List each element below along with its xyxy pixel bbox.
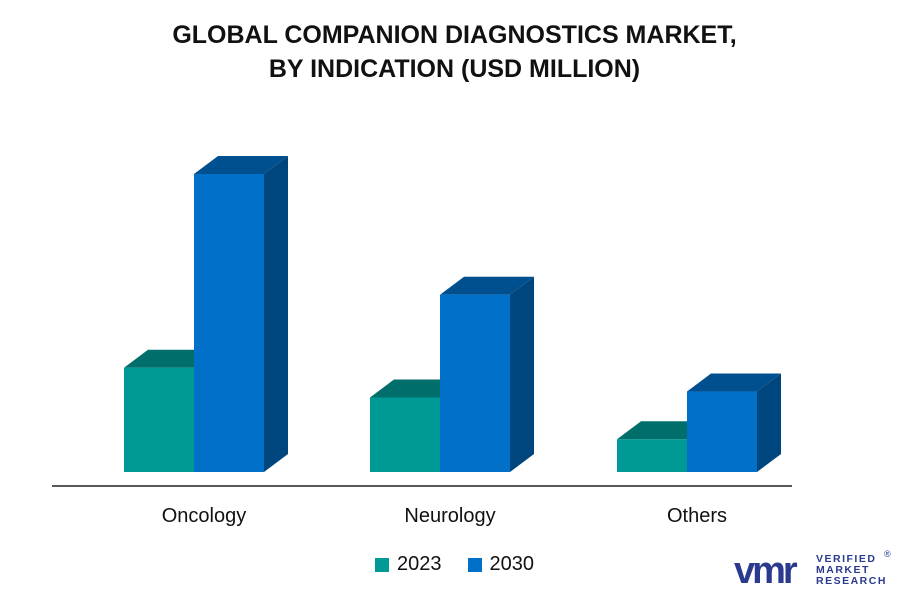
bar-oncology-2030	[194, 174, 264, 472]
bar-top-oncology-2030	[194, 156, 288, 174]
bar-top-others-2030	[687, 373, 781, 392]
bar-others-2030	[687, 391, 757, 472]
chart-title-line-2: BY INDICATION (USD MILLION)	[268, 55, 641, 83]
legend: 2023 2030	[0, 553, 909, 576]
category-label-others: Others	[667, 505, 727, 527]
legend-item-2023: 2023	[375, 553, 442, 576]
bar-side-others-2030	[757, 373, 781, 472]
legend-swatch-2030	[467, 557, 482, 572]
chart-title: GLOBAL COMPANION DIAGNOSTICS MARKET, BY …	[0, 18, 909, 86]
brand-line-2: MARKET	[816, 564, 870, 576]
category-label-neurology: Neurology	[404, 505, 495, 527]
brand-logo: vmr ® VERIFIED MARKET RESEARCH	[734, 548, 904, 593]
bar-neurology-2023	[370, 397, 440, 472]
brand-line-3: RESEARCH	[816, 575, 887, 587]
bar-side-neurology-2030	[510, 276, 534, 472]
legend-swatch-2023	[375, 557, 389, 572]
brand-line-1: VERIFIED	[816, 553, 877, 565]
brand-mark: vmr	[734, 550, 798, 592]
bar-neurology-2030	[440, 294, 510, 472]
chart-title-line-1: GLOBAL COMPANION DIAGNOSTICS MARKET,	[172, 21, 737, 49]
legend-label-2030: 2030	[489, 553, 535, 575]
legend-item-2030: 2030	[467, 553, 535, 576]
bars-group	[124, 156, 781, 472]
bar-side-oncology-2030	[264, 156, 288, 472]
registered-mark: ®	[884, 549, 891, 559]
bar-others-2023	[617, 439, 687, 472]
legend-label-2023: 2023	[397, 553, 442, 575]
bar-oncology-2023	[124, 367, 194, 472]
brand-text: VERIFIED MARKET RESEARCH	[816, 554, 887, 587]
category-labels: Oncology Neurology Others	[162, 505, 727, 527]
category-label-oncology: Oncology	[162, 505, 247, 527]
bar-top-neurology-2030	[440, 276, 534, 295]
